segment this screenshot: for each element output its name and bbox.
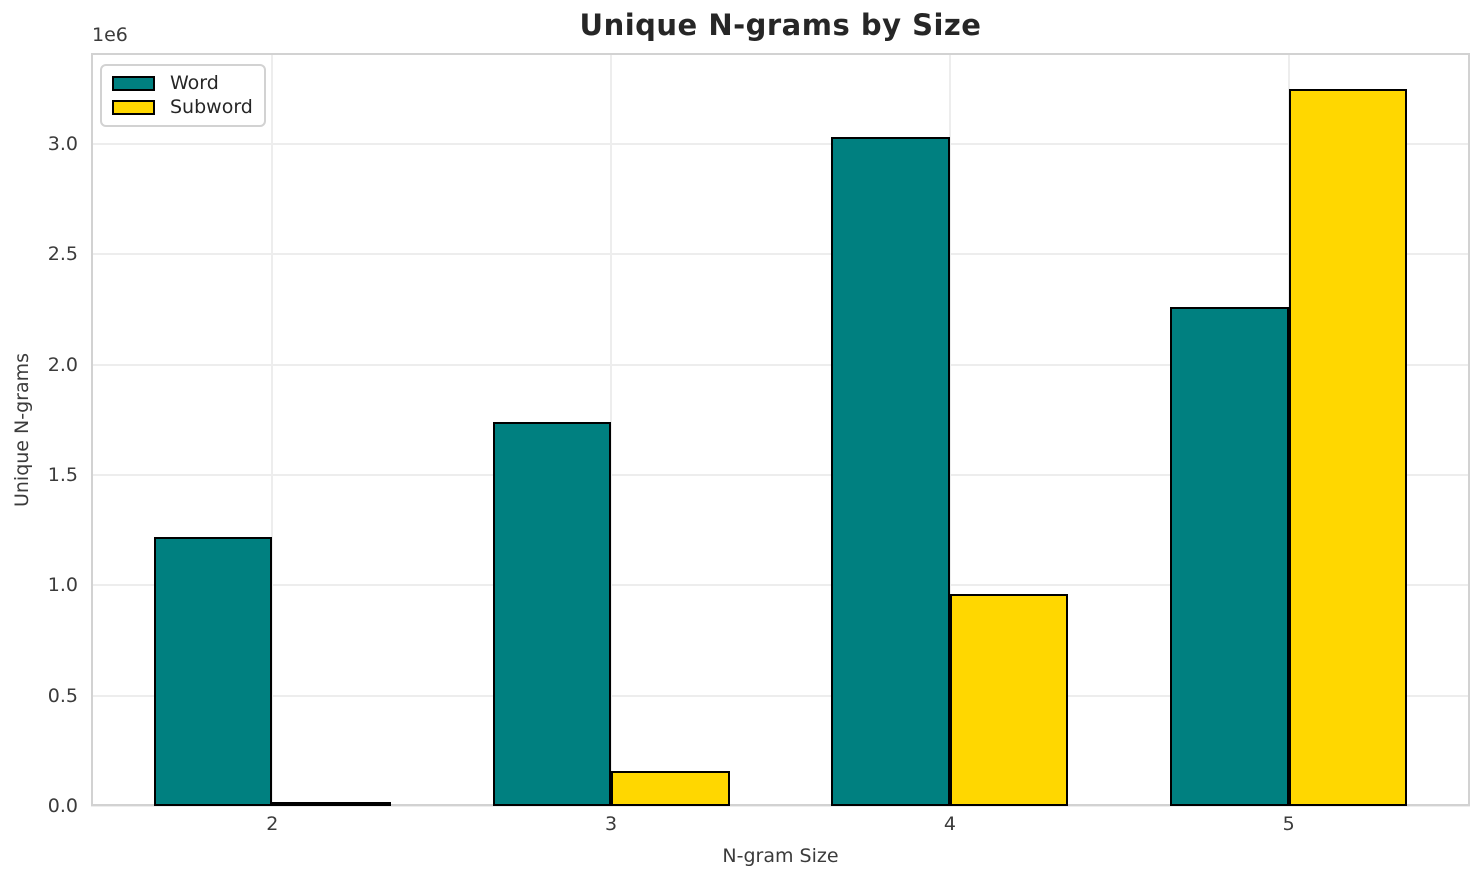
y-tick-label: 2.5	[47, 243, 78, 266]
x-tick-label: 5	[1282, 813, 1295, 835]
bar-word-4	[831, 137, 950, 806]
bar-word-3	[492, 422, 612, 806]
y-tick-label: 1.0	[47, 574, 78, 597]
y-tick-label: 3.0	[47, 133, 78, 156]
gridline-horizontal	[91, 694, 1470, 697]
x-tick-label: 2	[266, 813, 279, 835]
legend-swatch-subword	[112, 100, 155, 116]
gridline-horizontal	[91, 584, 1470, 587]
y-tick-label: 2.0	[47, 353, 78, 376]
legend-item-subword: Subword	[112, 98, 254, 117]
x-axis-label: N-gram Size	[722, 845, 839, 867]
x-tick-label: 3	[605, 813, 618, 835]
bar-word-2	[153, 536, 273, 806]
legend-label-subword: Subword	[170, 96, 253, 119]
legend-label-word: Word	[170, 71, 219, 94]
gridline-vertical	[610, 53, 613, 806]
bar-word-5	[1170, 307, 1289, 806]
y-tick-label: 0.5	[47, 684, 78, 707]
y-axis-offset-label: 1e6	[92, 24, 128, 46]
gridline-horizontal	[91, 143, 1470, 146]
plot-area	[91, 53, 1470, 807]
gridline-horizontal	[91, 474, 1470, 476]
gridline-vertical	[948, 53, 951, 806]
bar-subword-5	[1288, 88, 1408, 806]
gridline-vertical	[271, 53, 274, 806]
bar-subword-2	[272, 801, 391, 806]
legend-item-word: Word	[112, 71, 254, 94]
gridline-horizontal	[91, 363, 1470, 366]
legend: Word Subword	[100, 64, 266, 127]
legend-swatch-word	[112, 75, 155, 91]
gridline-horizontal	[91, 253, 1470, 256]
y-tick-label: 1.5	[47, 464, 78, 486]
y-tick-label: 0.0	[47, 795, 78, 817]
bar-subword-4	[949, 594, 1069, 806]
bar-subword-3	[611, 770, 730, 806]
chart-title: Unique N-grams by Size	[579, 8, 982, 42]
gridline-horizontal	[91, 805, 1470, 807]
x-tick-label: 4	[943, 813, 956, 835]
